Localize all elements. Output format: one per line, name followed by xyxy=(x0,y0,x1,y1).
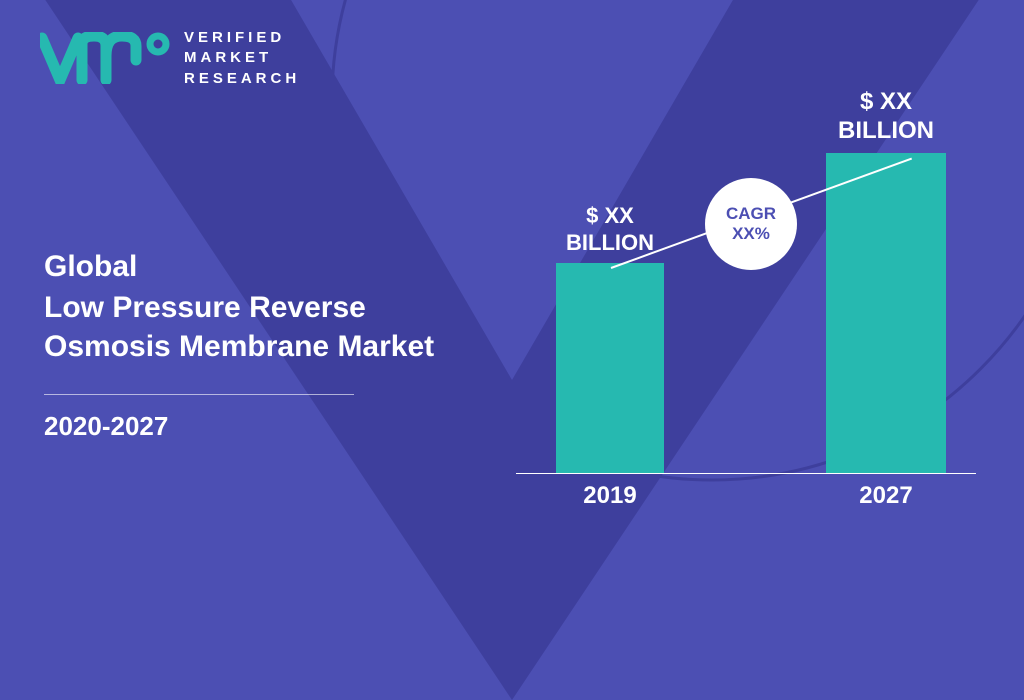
bar-2027-value-top: $ XX xyxy=(816,88,956,117)
title-global: Global xyxy=(44,250,464,284)
bar-2027-value-bottom: BILLION xyxy=(816,117,956,146)
bar-2027-xlabel: 2027 xyxy=(806,482,966,510)
x-axis xyxy=(516,473,976,474)
bar-chart: $ XX BILLION 2019 $ XX BILLION 2027 CAGR… xyxy=(516,94,976,514)
bar-2019-xlabel: 2019 xyxy=(536,482,684,510)
logo-line1: VERIFIED xyxy=(184,28,300,48)
vmr-logo-icon xyxy=(40,32,170,84)
bar-2019 xyxy=(556,263,664,473)
cagr-line2: XX% xyxy=(732,224,770,244)
logo: VERIFIED MARKET RESEARCH xyxy=(40,28,300,89)
title-block: Global Low Pressure Reverse Osmosis Memb… xyxy=(44,250,464,442)
bar-2027 xyxy=(826,153,946,473)
bar-2019-value: $ XX BILLION xyxy=(546,203,674,256)
bar-2027-value: $ XX BILLION xyxy=(816,88,956,146)
title-main: Low Pressure Reverse Osmosis Membrane Ma… xyxy=(44,288,464,366)
bar-2019-value-top: $ XX xyxy=(546,203,674,229)
title-year-range: 2020-2027 xyxy=(44,411,464,442)
title-divider xyxy=(44,394,354,395)
cagr-line1: CAGR xyxy=(726,204,776,224)
logo-line2: MARKET xyxy=(184,48,300,68)
logo-text: VERIFIED MARKET RESEARCH xyxy=(184,28,300,89)
logo-line3: RESEARCH xyxy=(184,69,300,89)
cagr-badge: CAGR XX% xyxy=(705,178,797,270)
